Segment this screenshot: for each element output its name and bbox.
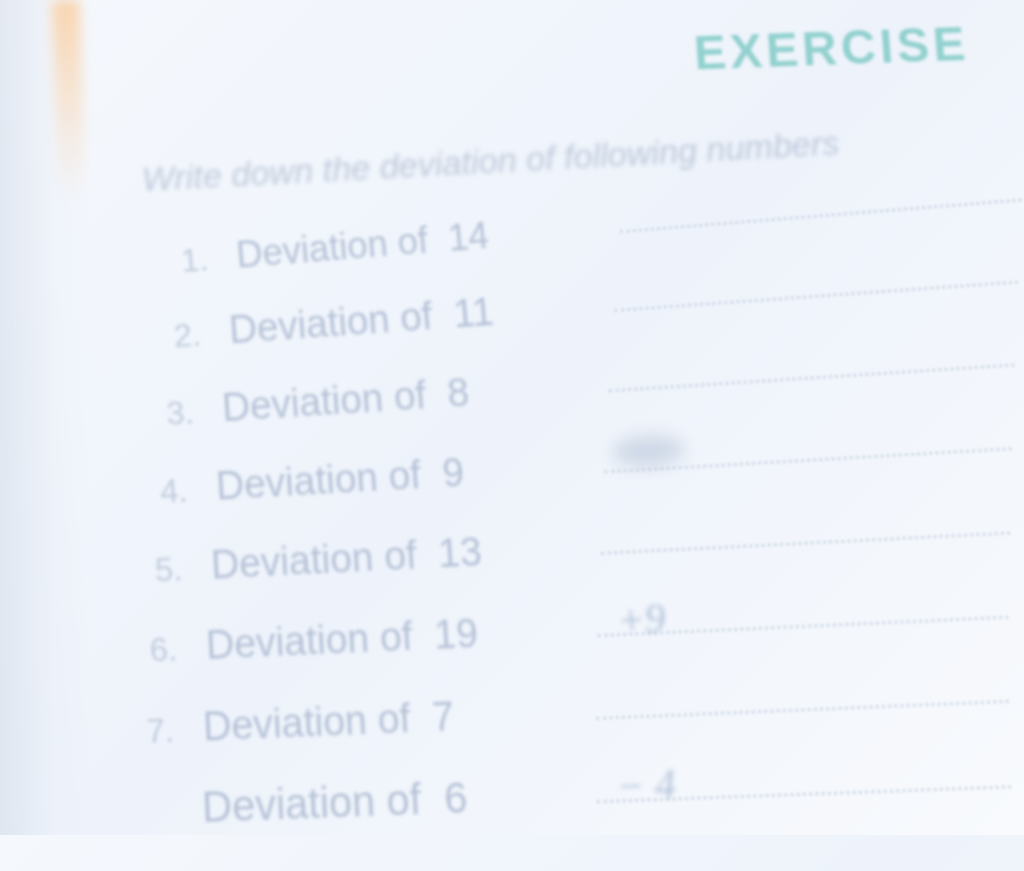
deviation-value: 7 bbox=[431, 695, 455, 741]
dotted-line bbox=[596, 700, 1009, 720]
deviation-value: 11 bbox=[452, 291, 496, 337]
dotted-line bbox=[614, 280, 1018, 312]
item-number: 6. bbox=[138, 628, 207, 670]
deviation-value: 14 bbox=[446, 214, 490, 259]
deviation-word: Deviation of bbox=[205, 615, 414, 669]
item-label: Deviation of 14 bbox=[235, 206, 602, 277]
dotted-line bbox=[609, 363, 1015, 392]
deviation-word: Deviation of bbox=[228, 295, 435, 352]
deviation-value: 9 bbox=[441, 451, 466, 496]
deviation-word: Deviation of bbox=[215, 454, 423, 509]
item-label: Deviation of 8 bbox=[221, 364, 590, 432]
item-number: 5. bbox=[143, 548, 212, 590]
deviation-word: Deviation of bbox=[221, 374, 428, 430]
answer-blank bbox=[594, 669, 1009, 724]
item-number bbox=[135, 822, 203, 824]
answer-blank bbox=[602, 417, 1012, 477]
exercise-list: 1. Deviation of 14 2. Deviation of 11 3. bbox=[113, 185, 1024, 869]
answer-blank bbox=[611, 251, 1018, 316]
item-number: 2. bbox=[162, 314, 231, 357]
list-item: Deviation of 6 − 4 bbox=[134, 751, 1024, 835]
deviation-value: 19 bbox=[433, 612, 479, 658]
deviation-word: Deviation of bbox=[235, 219, 430, 276]
pencil-smudge bbox=[612, 434, 686, 469]
list-item: 5. Deviation of 13 bbox=[143, 497, 1024, 592]
answer-blank: +9 bbox=[595, 585, 1009, 641]
item-number: 1. bbox=[169, 238, 238, 281]
answer-blank bbox=[599, 501, 1011, 559]
handwritten-answer: +9 bbox=[615, 593, 667, 645]
dotted-line bbox=[620, 198, 1022, 233]
deviation-value: 6 bbox=[443, 775, 468, 823]
item-label: Deviation of 19 bbox=[205, 608, 578, 670]
list-item: 7. Deviation of 7 bbox=[135, 666, 1024, 754]
answer-blank bbox=[606, 334, 1015, 397]
item-label: Deviation of 9 bbox=[215, 445, 585, 511]
deviation-word: Deviation of bbox=[201, 776, 422, 831]
deviation-word: Deviation of bbox=[210, 534, 418, 588]
handwritten-answer: − 4 bbox=[615, 758, 678, 811]
item-number: 4. bbox=[149, 470, 218, 512]
deviation-word: Deviation of bbox=[202, 697, 412, 750]
list-item: 6. Deviation of 19 +9 bbox=[138, 582, 1024, 673]
book-page: EXERCISE Write down the deviation of fol… bbox=[75, 0, 1024, 864]
item-label: Deviation of 13 bbox=[210, 526, 582, 589]
dotted-line bbox=[601, 531, 1010, 555]
item-label: Deviation of 6 bbox=[201, 771, 577, 833]
item-number: 7. bbox=[135, 710, 204, 752]
deviation-value: 13 bbox=[437, 531, 483, 577]
item-label: Deviation of 11 bbox=[228, 284, 596, 354]
exercise-heading: EXERCISE bbox=[692, 17, 971, 82]
item-number: 3. bbox=[155, 391, 224, 433]
answer-blank: − 4 bbox=[595, 754, 1012, 807]
deviation-value: 8 bbox=[446, 371, 471, 416]
item-label: Deviation of 7 bbox=[202, 690, 576, 751]
answer-blank bbox=[616, 169, 1022, 237]
